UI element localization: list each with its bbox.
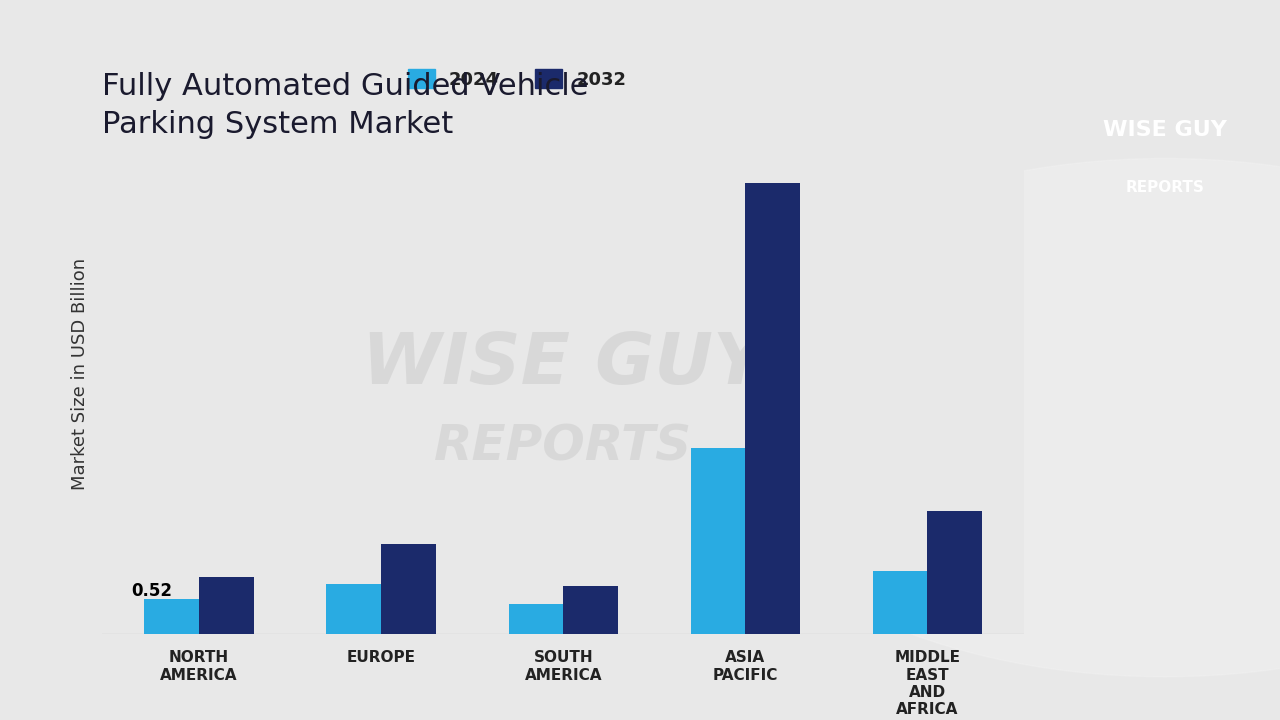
Bar: [563, 586, 618, 634]
Y-axis label: Market Size in USD Billion: Market Size in USD Billion: [70, 258, 88, 490]
Bar: [326, 584, 381, 634]
Text: WISE GUY: WISE GUY: [1103, 120, 1226, 140]
Circle shape: [704, 158, 1280, 677]
Legend: 2024, 2032: 2024, 2032: [401, 62, 634, 96]
Bar: [508, 604, 563, 634]
Text: WISE GUY: WISE GUY: [361, 330, 765, 399]
Bar: [873, 571, 928, 634]
Bar: [745, 183, 800, 634]
Bar: [198, 577, 253, 634]
Text: Fully Automated Guided Vehicle
Parking System Market: Fully Automated Guided Vehicle Parking S…: [102, 72, 589, 139]
Bar: [928, 511, 982, 634]
Text: 0.52: 0.52: [132, 582, 173, 600]
Bar: [381, 544, 435, 634]
Text: REPORTS: REPORTS: [434, 423, 692, 471]
Text: REPORTS: REPORTS: [1125, 180, 1204, 194]
Bar: [145, 599, 198, 634]
Bar: [691, 448, 745, 634]
